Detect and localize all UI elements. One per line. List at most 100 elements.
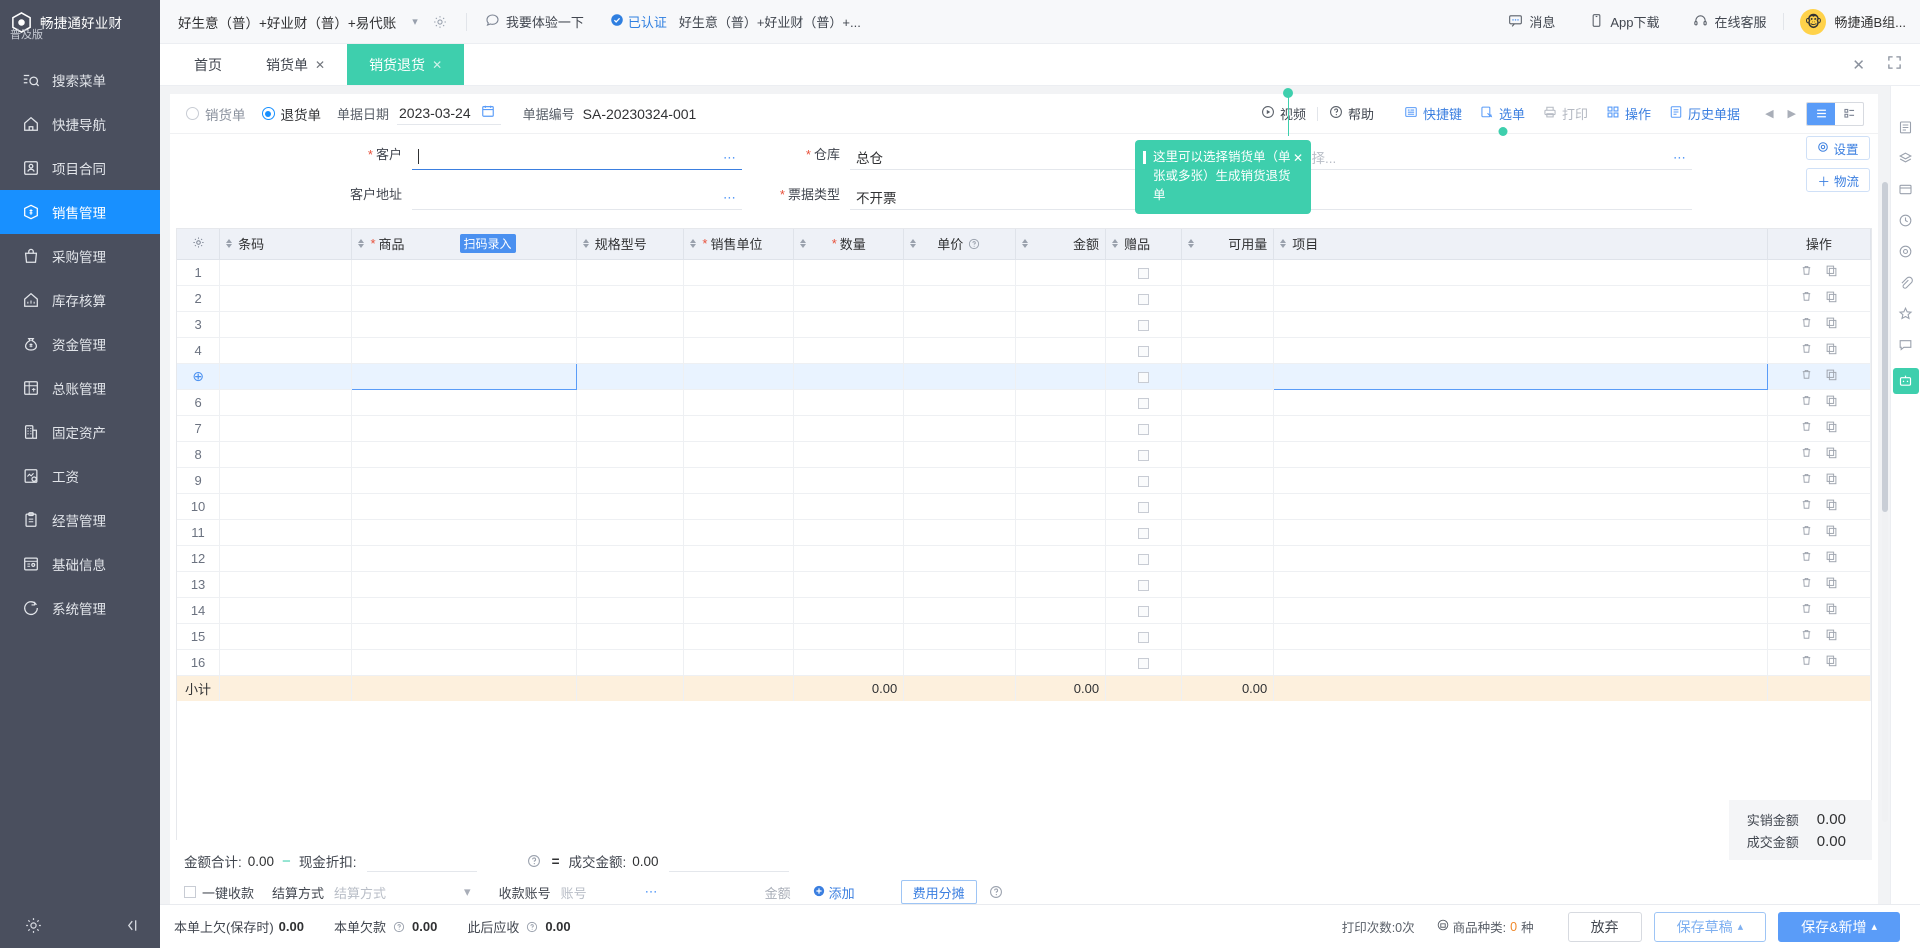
cell-available[interactable]	[1181, 441, 1275, 468]
cell-barcode[interactable]	[219, 623, 353, 650]
delete-icon[interactable]	[1800, 524, 1813, 540]
sidebar-item-quicknav[interactable]: 快捷导航	[0, 102, 160, 146]
col-spec[interactable]: 规格型号	[576, 229, 685, 260]
cell-product[interactable]	[351, 467, 577, 494]
messages-button[interactable]: 消息	[1491, 12, 1572, 31]
doc-panel-icon[interactable]	[1898, 120, 1913, 135]
help-button[interactable]: 帮助	[1320, 104, 1383, 123]
cell-product[interactable]	[351, 415, 577, 442]
cell-spec[interactable]	[576, 285, 685, 312]
grid-view-icon[interactable]	[1835, 103, 1863, 125]
cell-available[interactable]	[1181, 649, 1275, 676]
cell-available[interactable]	[1181, 337, 1275, 364]
cell-spec[interactable]	[576, 597, 685, 624]
user-menu[interactable]: 🐵 畅捷通B组...	[1784, 8, 1906, 35]
sort-icon[interactable]	[1188, 239, 1195, 249]
table-row[interactable]: ⊕	[177, 362, 1871, 390]
col-unit-price[interactable]: 单价	[903, 229, 1017, 260]
cell-unit-price[interactable]	[903, 285, 1017, 312]
copy-row-icon[interactable]	[1825, 316, 1838, 332]
cell-gift[interactable]	[1105, 597, 1183, 624]
cell-product[interactable]	[351, 597, 577, 624]
copy-row-icon[interactable]	[1825, 550, 1838, 566]
cell-amount[interactable]	[1015, 337, 1107, 364]
col-sales-unit[interactable]: * 销售单位	[683, 229, 795, 260]
cell-project[interactable]	[1273, 649, 1768, 676]
cell-gift[interactable]	[1105, 649, 1183, 676]
close-icon[interactable]: ✕	[1852, 56, 1865, 74]
cell-gift[interactable]	[1105, 363, 1183, 390]
copy-row-icon[interactable]	[1825, 602, 1838, 618]
cell-available[interactable]	[1181, 467, 1275, 494]
cell-amount[interactable]	[1015, 649, 1107, 676]
gift-checkbox[interactable]	[1138, 631, 1150, 643]
cell-amount[interactable]	[1015, 285, 1107, 312]
cell-project[interactable]	[1273, 311, 1768, 338]
cell-product[interactable]	[351, 285, 577, 312]
cell-project[interactable]	[1273, 415, 1768, 442]
salesperson-input[interactable]: 选择... ⋯	[1292, 144, 1692, 170]
cell-gift[interactable]	[1105, 467, 1183, 494]
table-row[interactable]: 16	[177, 649, 1871, 676]
grid-scrollbar[interactable]	[1882, 182, 1888, 822]
table-row[interactable]: 8	[177, 441, 1871, 468]
cell-quantity[interactable]	[793, 415, 905, 442]
sort-icon[interactable]	[1280, 239, 1287, 249]
cell-sales-unit[interactable]	[683, 415, 795, 442]
cell-sales-unit[interactable]	[683, 571, 795, 598]
copy-row-icon[interactable]	[1825, 420, 1838, 436]
cell-available[interactable]	[1181, 363, 1275, 390]
cell-project[interactable]	[1273, 545, 1768, 572]
calendar-icon[interactable]	[481, 104, 495, 121]
cell-available[interactable]	[1181, 545, 1275, 572]
cell-available[interactable]	[1181, 493, 1275, 520]
gift-checkbox[interactable]	[1138, 657, 1150, 669]
sort-icon[interactable]	[358, 239, 365, 249]
table-row[interactable]: 13	[177, 571, 1871, 598]
cell-unit-price[interactable]	[903, 467, 1017, 494]
sort-icon[interactable]	[582, 239, 589, 249]
deal-amount-input[interactable]	[668, 850, 789, 872]
cell-project[interactable]	[1273, 493, 1768, 520]
cell-barcode[interactable]	[219, 519, 353, 546]
cell-amount[interactable]	[1015, 493, 1107, 520]
cell-product[interactable]	[351, 623, 577, 650]
customer-input[interactable]: ⋯	[412, 144, 742, 170]
fullscreen-icon[interactable]	[1887, 55, 1902, 74]
gift-checkbox[interactable]	[1138, 293, 1150, 305]
online-support-button[interactable]: 在线客服	[1676, 12, 1783, 31]
cell-quantity[interactable]	[793, 623, 905, 650]
cell-project[interactable]	[1273, 362, 1768, 390]
table-settings-cell[interactable]	[177, 229, 221, 260]
cell-quantity[interactable]	[793, 363, 905, 390]
table-row[interactable]: 2	[177, 285, 1871, 312]
delete-icon[interactable]	[1800, 628, 1813, 644]
cell-sales-unit[interactable]	[683, 285, 795, 312]
copy-row-icon[interactable]	[1825, 628, 1838, 644]
shortcut-button[interactable]: 快捷键	[1395, 104, 1471, 123]
copy-row-icon[interactable]	[1825, 368, 1838, 384]
target-icon[interactable]	[1898, 244, 1913, 259]
remark-input[interactable]	[1292, 184, 1692, 210]
cell-available[interactable]	[1181, 311, 1275, 338]
cell-amount[interactable]	[1015, 363, 1107, 390]
collapse-icon[interactable]	[121, 916, 140, 935]
cash-discount-input[interactable]	[366, 850, 477, 872]
cell-spec[interactable]	[576, 363, 685, 390]
gift-checkbox[interactable]	[1138, 423, 1150, 435]
delete-icon[interactable]	[1800, 342, 1813, 358]
add-payment-button[interactable]: 添加	[813, 883, 855, 902]
cell-barcode[interactable]	[219, 259, 353, 286]
cell-barcode[interactable]	[219, 545, 353, 572]
cell-unit-price[interactable]	[903, 597, 1017, 624]
cell-project[interactable]	[1273, 623, 1768, 650]
tab-sales-return[interactable]: 销货退货 ✕	[347, 44, 465, 85]
cell-amount[interactable]	[1015, 467, 1107, 494]
cell-barcode[interactable]	[219, 649, 353, 676]
cell-unit-price[interactable]	[903, 311, 1017, 338]
gift-checkbox[interactable]	[1138, 267, 1150, 279]
sidebar-item-project-contract[interactable]: 项目合同	[0, 146, 160, 190]
table-row[interactable]: 6	[177, 389, 1871, 416]
gear-icon[interactable]	[24, 916, 43, 935]
fee-share-button[interactable]: 费用分摊	[900, 880, 977, 904]
